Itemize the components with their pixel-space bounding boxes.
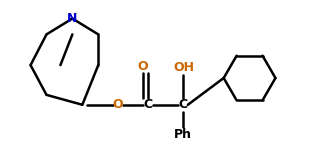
Text: O: O	[113, 98, 123, 111]
Text: N: N	[67, 12, 77, 25]
Text: Ph: Ph	[174, 128, 192, 141]
Text: OH: OH	[173, 61, 194, 74]
Text: C: C	[178, 98, 188, 111]
Text: C: C	[143, 98, 153, 111]
Text: O: O	[138, 60, 148, 73]
